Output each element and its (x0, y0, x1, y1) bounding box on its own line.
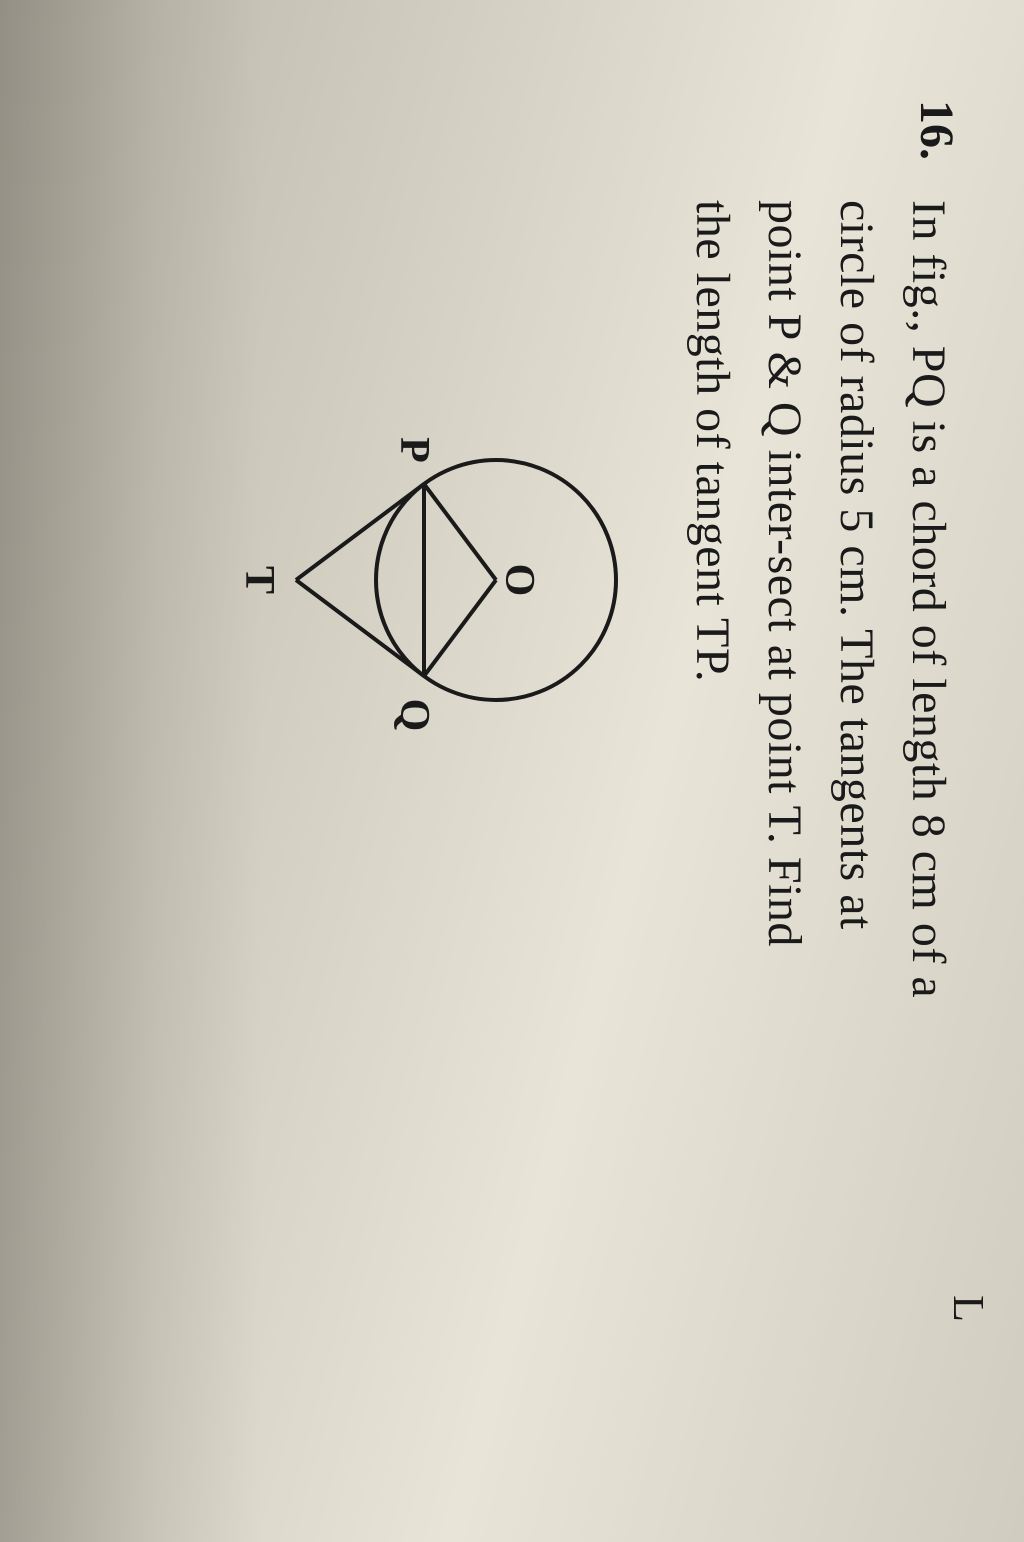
problem-block: 16. In fig., PQ is a chord of length 8 c… (221, 80, 964, 1462)
label-q: Q (391, 699, 437, 732)
problem-number: 16. (909, 80, 964, 160)
top-letter: L (943, 1295, 994, 1322)
tangent-tp (296, 484, 424, 580)
tangent-tq (296, 580, 424, 676)
line-op (424, 484, 496, 580)
page-content: L 16. In fig., PQ is a chord of length 8… (0, 0, 1024, 1542)
diagram-svg: O P Q T (226, 380, 646, 800)
text-line-3: point P & Q inter-sect at point T. Find (748, 200, 820, 1462)
label-o: O (496, 564, 542, 597)
text-line-2: circle of radius 5 cm. The tangents at (820, 200, 892, 1462)
text-line-1: In fig., PQ is a chord of length 8 cm of… (892, 200, 964, 1462)
problem-content: In fig., PQ is a chord of length 8 cm of… (221, 200, 964, 1462)
line-oq (424, 580, 496, 676)
geometry-diagram: O P Q T (221, 380, 646, 1462)
label-p: P (391, 437, 437, 463)
problem-text: In fig., PQ is a chord of length 8 cm of… (676, 200, 964, 1462)
label-t: T (236, 566, 282, 594)
text-line-4: the length of tangent TP. (676, 200, 748, 1462)
